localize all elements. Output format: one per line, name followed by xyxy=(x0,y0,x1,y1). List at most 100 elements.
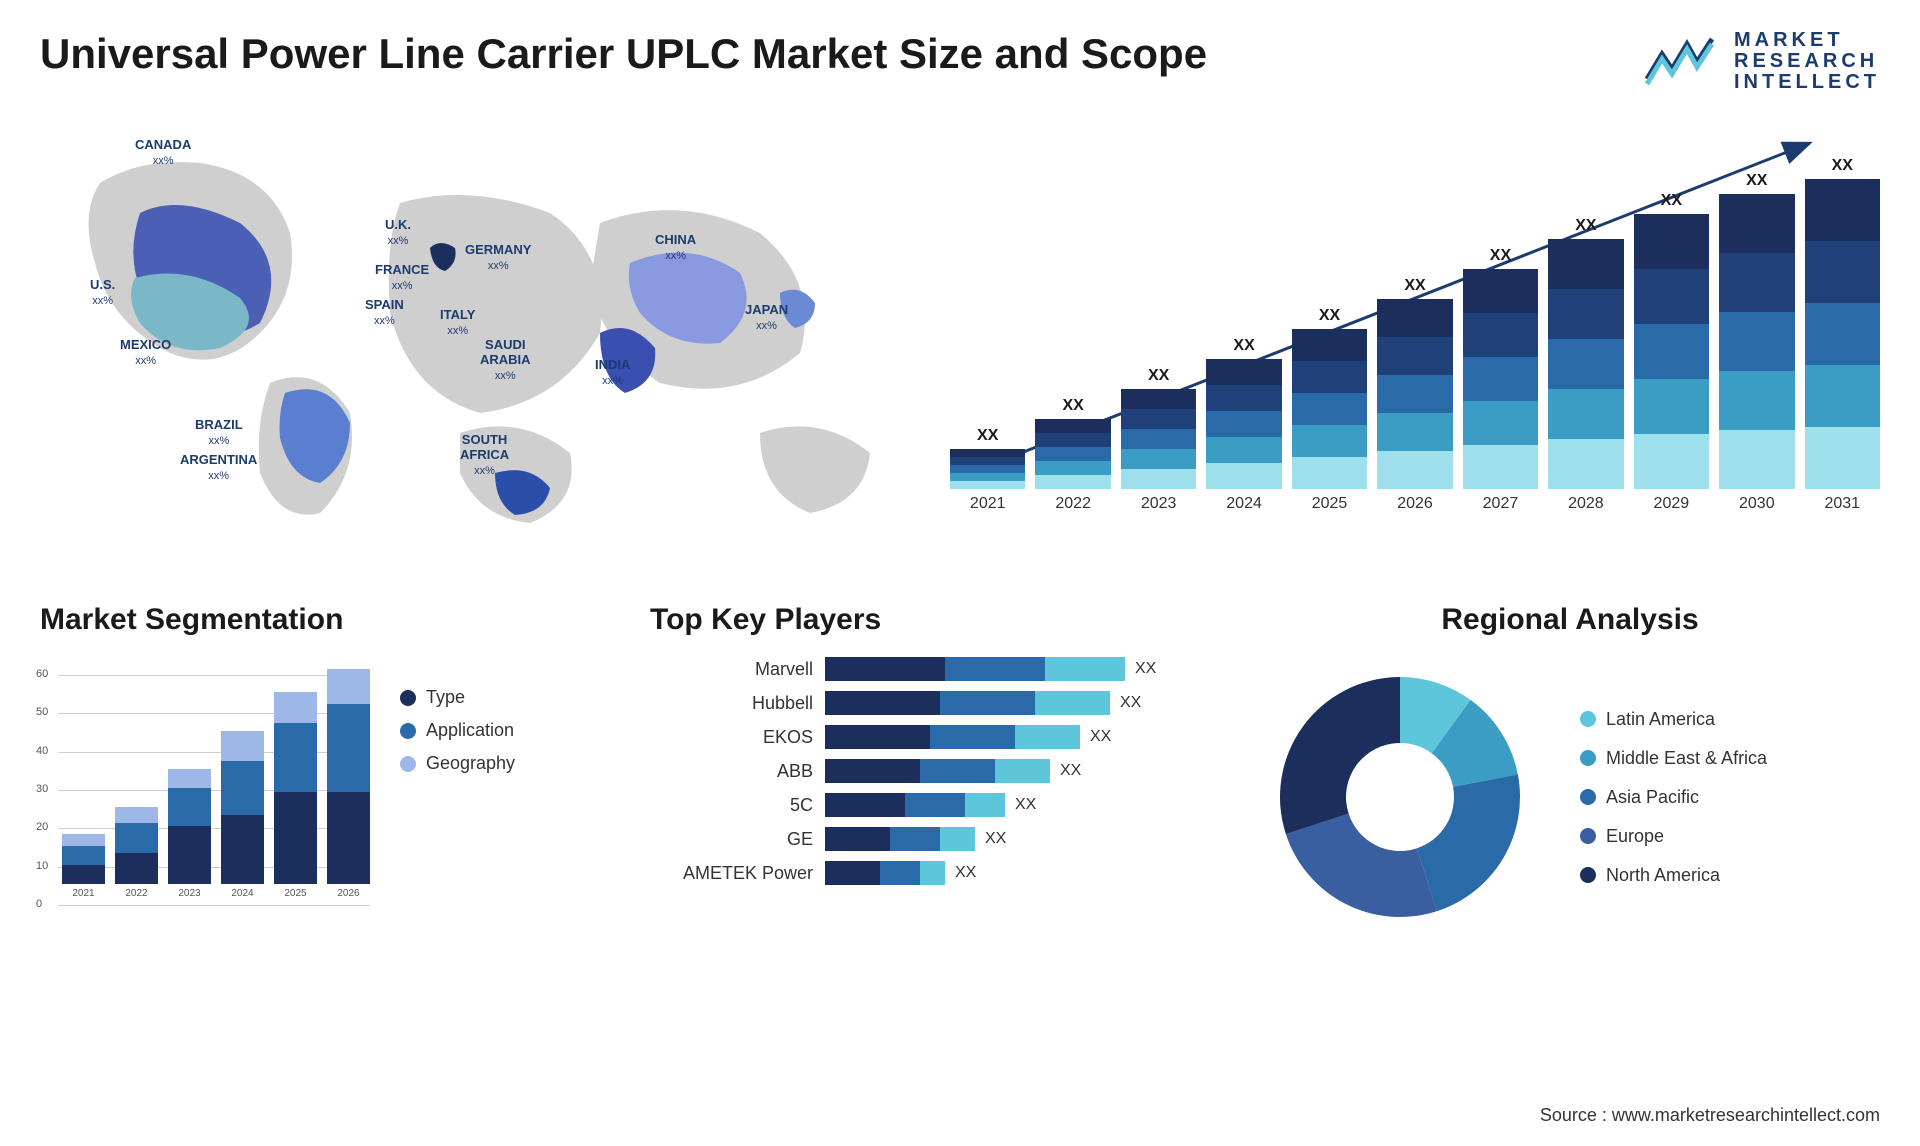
map-label-japan: JAPANxx% xyxy=(745,303,788,333)
main-bar-2023: XX 2023 xyxy=(1121,367,1196,513)
players-title: Top Key Players xyxy=(650,603,1210,637)
main-bar-2022: XX 2022 xyxy=(1035,397,1110,513)
map-label-mexico: MEXICOxx% xyxy=(120,338,171,368)
map-label-spain: SPAINxx% xyxy=(365,298,404,328)
logo-text-3: INTELLECT xyxy=(1734,72,1880,93)
regional-section: Regional Analysis Latin America Middle Ea… xyxy=(1260,603,1880,937)
main-growth-chart: XX2021XX2022XX2023XX2024XX2025XX2026XX20… xyxy=(950,123,1880,543)
seg-ytick: 10 xyxy=(36,860,48,872)
main-bar-2025: XX2025 xyxy=(1292,307,1367,513)
main-bar-value: XX xyxy=(1063,397,1084,415)
player-name: GE xyxy=(650,829,825,850)
main-bar-2024: XX 2024 xyxy=(1206,337,1281,513)
map-label-argentina: ARGENTINAxx% xyxy=(180,453,257,483)
main-bar-value: XX xyxy=(1661,192,1682,210)
donut-slice xyxy=(1417,775,1520,912)
logo-icon xyxy=(1642,34,1722,89)
main-bar-year: 2026 xyxy=(1397,495,1433,513)
main-bar-year: 2028 xyxy=(1568,495,1604,513)
map-label-germany: GERMANYxx% xyxy=(465,243,531,273)
map-label-france: FRANCExx% xyxy=(375,263,429,293)
player-value: XX xyxy=(985,830,1006,848)
seg-bar-2022: 2022 xyxy=(115,807,158,899)
main-bar-value: XX xyxy=(1148,367,1169,385)
main-bar-year: 2022 xyxy=(1055,495,1091,513)
main-bar-year: 2030 xyxy=(1739,495,1775,513)
main-bar-value: XX xyxy=(1832,157,1853,175)
seg-ytick: 60 xyxy=(36,668,48,680)
player-row: GE XX xyxy=(650,827,1210,851)
seg-bar-year: 2025 xyxy=(284,888,306,899)
player-row: HubbellXX xyxy=(650,691,1210,715)
seg-bar-year: 2024 xyxy=(231,888,253,899)
brand-logo: MARKET RESEARCH INTELLECT xyxy=(1642,30,1880,93)
main-bar-year: 2023 xyxy=(1141,495,1177,513)
seg-bar-year: 2026 xyxy=(337,888,359,899)
player-name: AMETEK Power xyxy=(650,863,825,884)
player-row: 5C XX xyxy=(650,793,1210,817)
regional-donut xyxy=(1260,657,1540,937)
seg-bar-year: 2021 xyxy=(72,888,94,899)
main-bar-2026: XX2026 xyxy=(1377,277,1452,513)
player-row: EKOSXX xyxy=(650,725,1210,749)
map-label-india: INDIAxx% xyxy=(595,358,630,388)
seg-ytick: 0 xyxy=(36,898,42,910)
main-bar-2030: XX2030 xyxy=(1719,172,1794,513)
main-bar-year: 2024 xyxy=(1226,495,1262,513)
main-bar-value: XX xyxy=(1233,337,1254,355)
segmentation-legend: TypeApplicationGeography xyxy=(400,687,515,917)
main-bar-2031: XX 2031 xyxy=(1805,157,1880,513)
map-label-brazil: BRAZILxx% xyxy=(195,418,243,448)
main-bar-2027: XX2027 xyxy=(1463,247,1538,513)
players-chart: MarvellXXHubbellXXEKOSXXABBXX5CXXGEXXAME… xyxy=(650,657,1210,885)
map-label-u-k-: U.K.xx% xyxy=(385,218,411,248)
seg-bar-year: 2023 xyxy=(178,888,200,899)
player-value: XX xyxy=(1015,796,1036,814)
main-bar-2028: XX 2028 xyxy=(1548,217,1623,513)
seg-ytick: 30 xyxy=(36,783,48,795)
map-label-saudi-arabia: SAUDIARABIAxx% xyxy=(480,338,531,383)
main-bar-year: 2021 xyxy=(970,495,1006,513)
segmentation-section: Market Segmentation 0102030405060 202120… xyxy=(40,603,600,937)
regional-legend: Latin AmericaMiddle East & AfricaAsia Pa… xyxy=(1580,709,1767,886)
map-label-south-africa: SOUTHAFRICAxx% xyxy=(460,433,509,478)
donut-slice xyxy=(1280,677,1400,834)
logo-text-1: MARKET xyxy=(1734,30,1880,51)
donut-slice xyxy=(1286,814,1437,917)
seg-legend-item: Type xyxy=(400,687,515,708)
region-legend-item: Latin America xyxy=(1580,709,1767,730)
map-label-china: CHINAxx% xyxy=(655,233,696,263)
seg-ytick: 40 xyxy=(36,745,48,757)
seg-bar-2024: 2024 xyxy=(221,731,264,899)
player-row: Marvell XX xyxy=(650,657,1210,681)
seg-bar-2025: 2025 xyxy=(274,692,317,899)
seg-ytick: 20 xyxy=(36,821,48,833)
player-value: XX xyxy=(1135,660,1156,678)
player-row: AMETEK Power XX xyxy=(650,861,1210,885)
main-bar-year: 2027 xyxy=(1483,495,1519,513)
player-name: Hubbell xyxy=(650,693,825,714)
seg-legend-item: Application xyxy=(400,720,515,741)
main-bar-value: XX xyxy=(977,427,998,445)
players-section: Top Key Players MarvellXXHubbellXXEKOSXX… xyxy=(650,603,1210,937)
player-name: Marvell xyxy=(650,659,825,680)
main-bar-year: 2031 xyxy=(1824,495,1860,513)
source-attribution: Source : www.marketresearchintellect.com xyxy=(1540,1105,1880,1126)
map-label-u-s-: U.S.xx% xyxy=(90,278,115,308)
logo-text-2: RESEARCH xyxy=(1734,51,1880,72)
regional-title: Regional Analysis xyxy=(1260,603,1880,637)
region-legend-item: Middle East & Africa xyxy=(1580,748,1767,769)
player-name: EKOS xyxy=(650,727,825,748)
player-value: XX xyxy=(1060,762,1081,780)
main-bar-2029: XX2029 xyxy=(1634,192,1709,513)
player-row: ABBXX xyxy=(650,759,1210,783)
segmentation-title: Market Segmentation xyxy=(40,603,600,637)
main-bar-year: 2025 xyxy=(1312,495,1348,513)
page-title: Universal Power Line Carrier UPLC Market… xyxy=(40,30,1207,78)
seg-bar-2026: 2026 xyxy=(327,669,370,899)
main-bar-value: XX xyxy=(1575,217,1596,235)
player-name: 5C xyxy=(650,795,825,816)
map-label-canada: CANADAxx% xyxy=(135,138,191,168)
player-value: XX xyxy=(955,864,976,882)
seg-ytick: 50 xyxy=(36,706,48,718)
